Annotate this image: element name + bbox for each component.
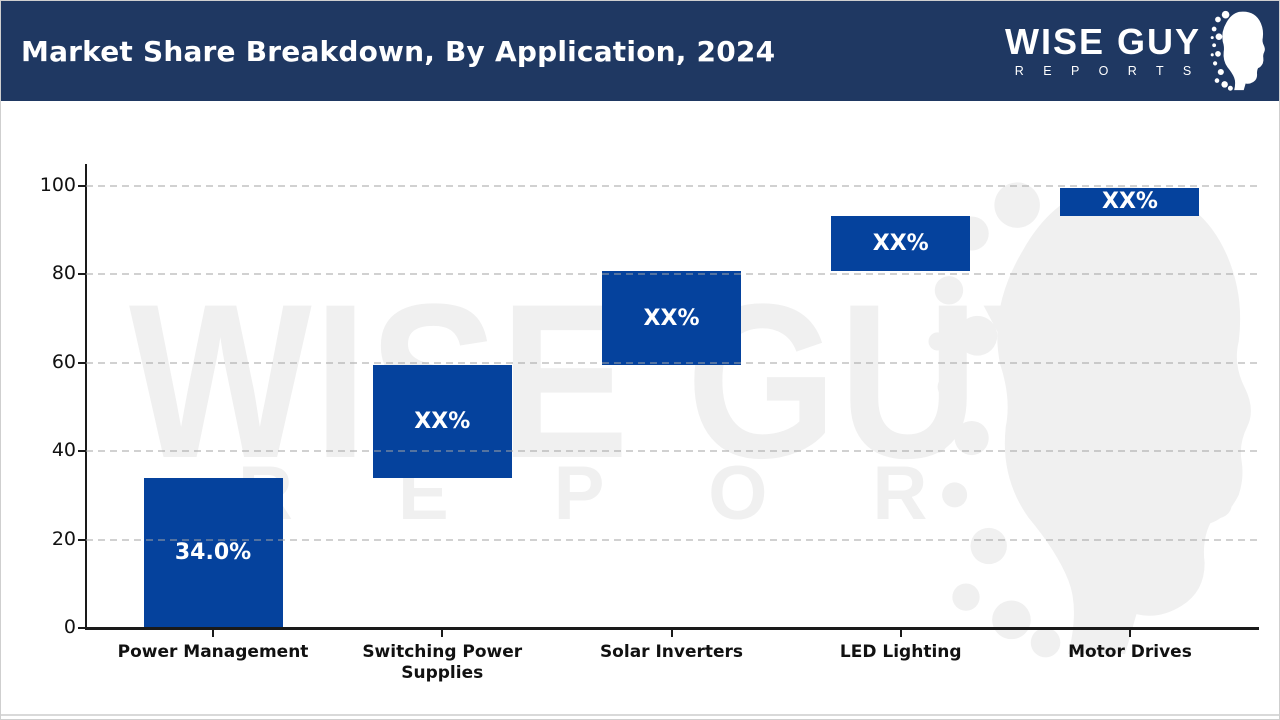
chart-area: WISE GUY R E P O R T S 0 20 40 60 80 100 34.0%…: [1, 101, 1279, 715]
category-label: LED Lighting: [839, 642, 962, 662]
xtick-mark: [670, 630, 673, 637]
brand-logo: WISE GUY R E P O R T S: [1005, 9, 1267, 93]
ytick-mark: [78, 273, 85, 276]
bar-value-label: XX%: [1101, 189, 1158, 215]
ytick-mark: [78, 538, 85, 541]
bar: XX%: [602, 270, 741, 366]
category-label: Switching Power Supplies: [362, 642, 523, 684]
bottom-rule: [1, 714, 1279, 716]
ytick-mark: [78, 627, 85, 629]
ytick-label: 60: [51, 350, 76, 373]
ytick-mark: [78, 185, 85, 188]
category-label: Motor Drives: [1068, 642, 1192, 662]
x-axis: [85, 627, 1259, 630]
gridline: [86, 185, 1259, 188]
bar-value-label: 34.0%: [174, 540, 252, 566]
xtick-mark: [441, 630, 444, 637]
y-axis: [85, 164, 87, 630]
xtick-mark: [1128, 630, 1131, 637]
bar-value-label: XX%: [872, 230, 929, 256]
ytick-label: 0: [63, 616, 76, 638]
ytick-label: 20: [51, 527, 76, 550]
header: Market Share Breakdown, By Application, …: [1, 1, 1279, 101]
plot: 0 20 40 60 80 100 34.0% Power Management XX% Swit…: [1, 101, 1279, 715]
ytick-label: 80: [51, 262, 76, 285]
ytick-mark: [78, 450, 85, 453]
ytick-label: 100: [39, 174, 76, 197]
bar: XX%: [1060, 187, 1200, 216]
category-label: Power Management: [117, 642, 309, 662]
ytick-label: 40: [51, 439, 76, 462]
head-profile-icon: [1210, 10, 1265, 91]
page-title: Market Share Breakdown, By Application, …: [21, 34, 776, 68]
gridline: [86, 450, 1259, 453]
bar-value-label: XX%: [414, 408, 471, 434]
bar: XX%: [831, 215, 971, 271]
category-label: Solar Inverters: [599, 642, 744, 662]
bar-value-label: XX%: [643, 305, 700, 331]
brand-logo-text: WISE GUY R E P O R T S: [1004, 21, 1201, 79]
xtick-mark: [899, 630, 902, 637]
xtick-mark: [212, 630, 215, 637]
brand-name: WISE GUY: [1004, 21, 1201, 62]
ytick-mark: [78, 361, 85, 364]
bar: 34.0%: [143, 477, 283, 628]
bar: XX%: [372, 365, 512, 478]
brand-tagline: R E P O R T S: [1014, 64, 1200, 78]
